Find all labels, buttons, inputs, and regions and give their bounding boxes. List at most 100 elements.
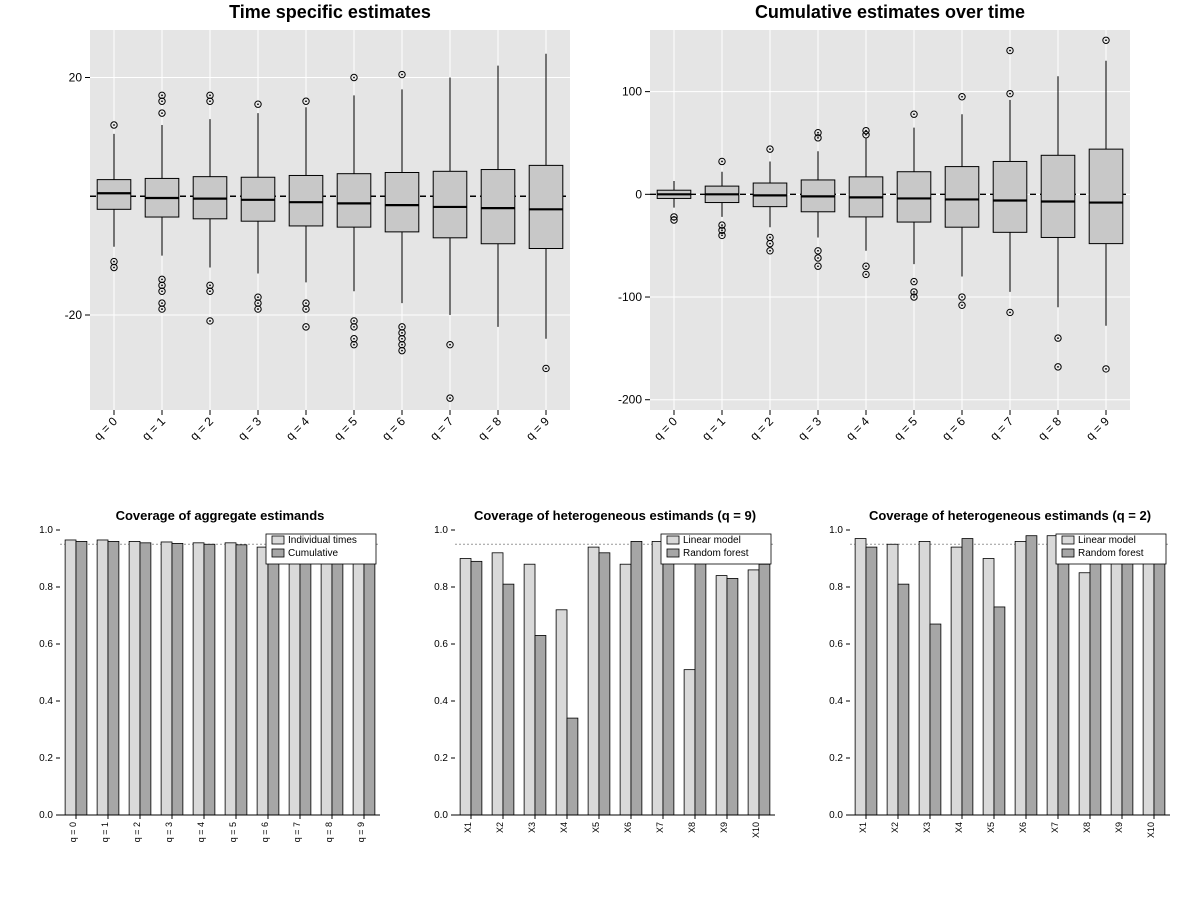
bar xyxy=(460,559,471,816)
x-category-label: X1 xyxy=(463,822,473,833)
bar xyxy=(535,635,546,815)
y-tick-label: 0.0 xyxy=(39,810,53,821)
bar xyxy=(684,670,695,815)
x-category-label: q = 8 xyxy=(324,822,334,842)
y-tick-label: 1.0 xyxy=(39,525,53,536)
x-category-label: X9 xyxy=(719,822,729,833)
bar xyxy=(695,556,706,815)
x-category-label: q = 1 xyxy=(100,822,110,842)
bar xyxy=(599,553,610,815)
bar xyxy=(204,544,215,815)
figure-canvas: Time specific estimates-2020q = 0q = 1q … xyxy=(0,0,1202,916)
bar xyxy=(524,564,535,815)
x-category-label: X3 xyxy=(922,822,932,833)
bar xyxy=(332,551,343,815)
y-tick-label: 0.2 xyxy=(829,753,843,764)
x-category-label: X7 xyxy=(1050,822,1060,833)
y-tick-label: 0.4 xyxy=(829,696,843,707)
bar xyxy=(193,543,204,815)
y-tick-label: 0.4 xyxy=(39,696,53,707)
panel-title: Time specific estimates xyxy=(229,2,431,22)
x-category-label: q = 1 xyxy=(699,414,728,443)
x-category-label: X9 xyxy=(1114,822,1124,833)
y-tick-label: 100 xyxy=(622,85,642,99)
bar xyxy=(855,539,866,815)
x-category-label: q = 3 xyxy=(795,414,824,443)
panel-title: Cumulative estimates over time xyxy=(755,2,1025,22)
bar xyxy=(1111,553,1122,815)
panel-title: Coverage of aggregate estimands xyxy=(116,508,325,523)
x-category-label: X8 xyxy=(687,822,697,833)
y-tick-label: 0.8 xyxy=(434,582,448,593)
y-tick-label: 20 xyxy=(69,71,83,85)
x-category-label: q = 1 xyxy=(139,414,168,443)
bar xyxy=(492,553,503,815)
bar xyxy=(951,547,962,815)
bar xyxy=(727,578,738,815)
x-category-label: X2 xyxy=(890,822,900,833)
y-tick-label: 0 xyxy=(635,187,642,201)
legend-label: Random forest xyxy=(1078,548,1144,559)
legend-label: Individual times xyxy=(288,535,357,546)
x-category-label: q = 7 xyxy=(987,414,1016,443)
bar xyxy=(140,543,151,815)
bar xyxy=(1122,544,1133,815)
y-tick-label: 0.0 xyxy=(829,810,843,821)
y-tick-label: 1.0 xyxy=(434,525,448,536)
x-category-label: q = 9 xyxy=(523,414,552,443)
y-tick-label: 0.2 xyxy=(434,753,448,764)
x-category-label: X7 xyxy=(655,822,665,833)
bar xyxy=(161,542,172,815)
bar xyxy=(919,541,930,815)
bar xyxy=(759,564,770,815)
x-category-label: q = 6 xyxy=(939,414,968,443)
x-category-label: q = 0 xyxy=(91,414,120,443)
y-tick-label: 0.0 xyxy=(434,810,448,821)
y-tick-label: -200 xyxy=(618,393,642,407)
bar xyxy=(97,540,108,815)
bar xyxy=(588,547,599,815)
x-category-label: q = 2 xyxy=(132,822,142,842)
x-category-label: q = 5 xyxy=(228,822,238,842)
bar xyxy=(225,543,236,815)
x-category-label: q = 0 xyxy=(68,822,78,842)
x-category-label: q = 5 xyxy=(891,414,920,443)
bar xyxy=(994,607,1005,815)
y-tick-label: 0.6 xyxy=(39,639,53,650)
bar xyxy=(1058,553,1069,815)
x-category-label: q = 3 xyxy=(164,822,174,842)
bar xyxy=(1015,541,1026,815)
bar xyxy=(962,539,973,815)
x-category-label: X8 xyxy=(1082,822,1092,833)
x-category-label: q = 0 xyxy=(651,414,680,443)
bar xyxy=(898,584,909,815)
figure-svg: Time specific estimates-2020q = 0q = 1q … xyxy=(0,0,1202,916)
bar xyxy=(716,576,727,815)
x-category-label: X5 xyxy=(986,822,996,833)
y-tick-label: 0.6 xyxy=(829,639,843,650)
bar xyxy=(471,561,482,815)
x-category-label: q = 3 xyxy=(235,414,264,443)
panel-title: Coverage of heterogeneous estimands (q =… xyxy=(869,508,1151,523)
bar xyxy=(983,559,994,816)
bar xyxy=(353,550,364,815)
x-category-label: X5 xyxy=(591,822,601,833)
bar xyxy=(1154,541,1165,815)
x-category-label: X4 xyxy=(559,822,569,833)
x-category-label: q = 2 xyxy=(747,414,776,443)
x-category-label: q = 6 xyxy=(260,822,270,842)
legend-label: Cumulative xyxy=(288,548,338,559)
legend-label: Linear model xyxy=(683,535,741,546)
x-category-label: q = 4 xyxy=(196,822,206,842)
bar xyxy=(620,564,631,815)
bar xyxy=(930,624,941,815)
panel-title: Coverage of heterogeneous estimands (q =… xyxy=(474,508,756,523)
bar xyxy=(289,549,300,815)
x-category-label: X3 xyxy=(527,822,537,833)
y-tick-label: 0.8 xyxy=(829,582,843,593)
bar xyxy=(321,549,332,815)
x-category-label: q = 4 xyxy=(283,414,312,443)
bar xyxy=(503,584,514,815)
y-tick-label: -100 xyxy=(618,290,642,304)
x-category-label: X10 xyxy=(1146,822,1156,838)
